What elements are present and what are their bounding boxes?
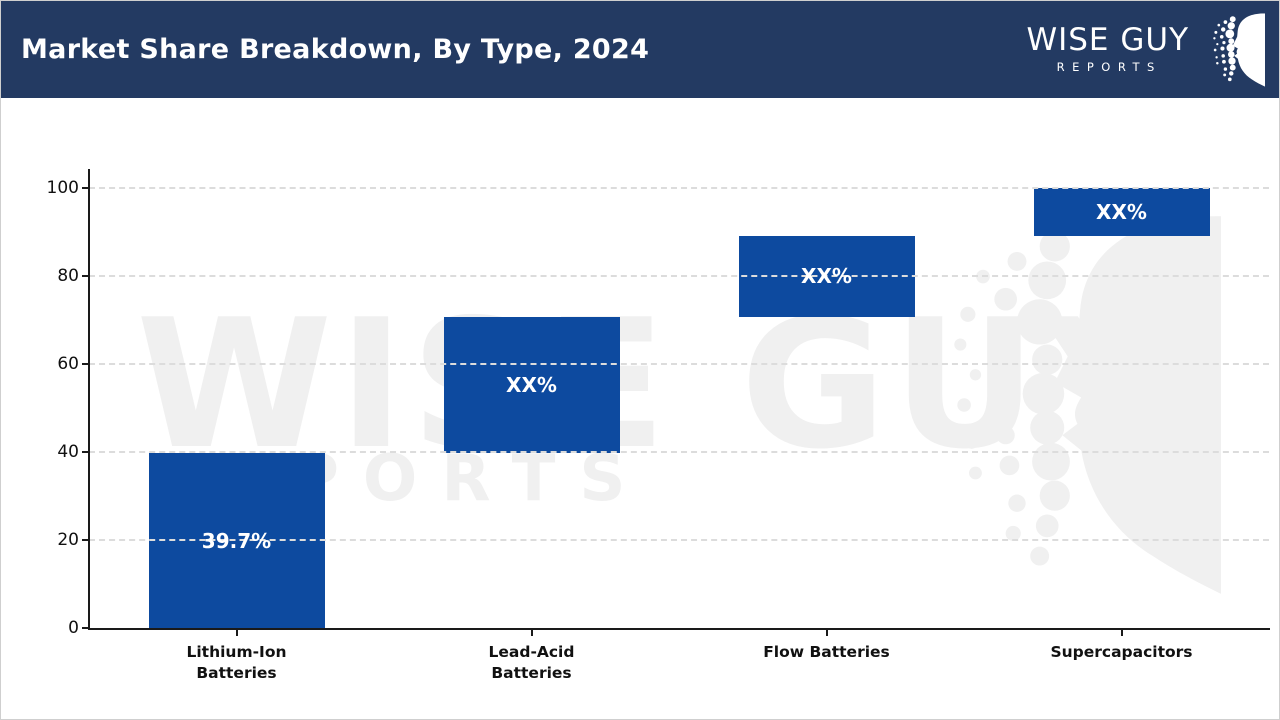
x-category-label: Flow Batteries: [763, 643, 890, 661]
bar-segment: [443, 317, 620, 454]
y-axis-line: [88, 169, 90, 630]
x-axis-line: [88, 628, 1270, 630]
y-tick-label: 0: [68, 618, 79, 638]
gridline: [89, 363, 1269, 365]
bar-segment: [1033, 188, 1210, 236]
y-tick-label: 80: [57, 266, 79, 286]
bar-value-label: XX%: [506, 373, 557, 398]
x-tick-mark: [825, 630, 828, 636]
y-tick-mark: [82, 539, 89, 541]
x-tick-mark: [1120, 630, 1123, 636]
x-category-label: Lead-Acid Batteries: [488, 643, 575, 682]
chart-title: Market Share Breakdown, By Type, 2024: [21, 34, 650, 65]
x-tick-mark: [530, 630, 533, 636]
y-tick-label: 60: [57, 354, 79, 374]
y-tick-mark: [82, 187, 89, 189]
y-tick-mark: [82, 363, 89, 365]
bar-value-label: 39.7%: [201, 528, 272, 553]
logo-wordmark: WISE GUY: [1026, 22, 1189, 58]
y-tick-label: 20: [57, 530, 79, 550]
y-tick-mark: [82, 451, 89, 453]
gridline: [89, 187, 1269, 189]
y-tick-label: 100: [46, 178, 79, 198]
wise-guy-logo: WISE GUY REPORTS: [1026, 13, 1280, 87]
x-category-label: Lithium-Ion Batteries: [186, 643, 287, 682]
gridline: [89, 451, 1269, 453]
logo-text: WISE GUY REPORTS: [1026, 22, 1189, 75]
gridline: [89, 539, 1269, 541]
x-tick-mark: [235, 630, 238, 636]
y-tick-mark: [82, 275, 89, 277]
gridline: [89, 275, 1269, 277]
bar-value-label: XX%: [1096, 199, 1147, 224]
y-tick-mark: [82, 627, 89, 629]
bar-value-label: XX%: [801, 264, 852, 289]
y-tick-label: 40: [57, 442, 79, 462]
header-bar: Market Share Breakdown, By Type, 2024 WI…: [1, 1, 1280, 98]
x-category-label: Supercapacitors: [1050, 643, 1193, 661]
dotted-head-icon: [1199, 13, 1265, 87]
watermark-wordmark: WISE GUY: [136, 281, 1178, 488]
logo-subtitle: REPORTS: [1056, 60, 1162, 74]
